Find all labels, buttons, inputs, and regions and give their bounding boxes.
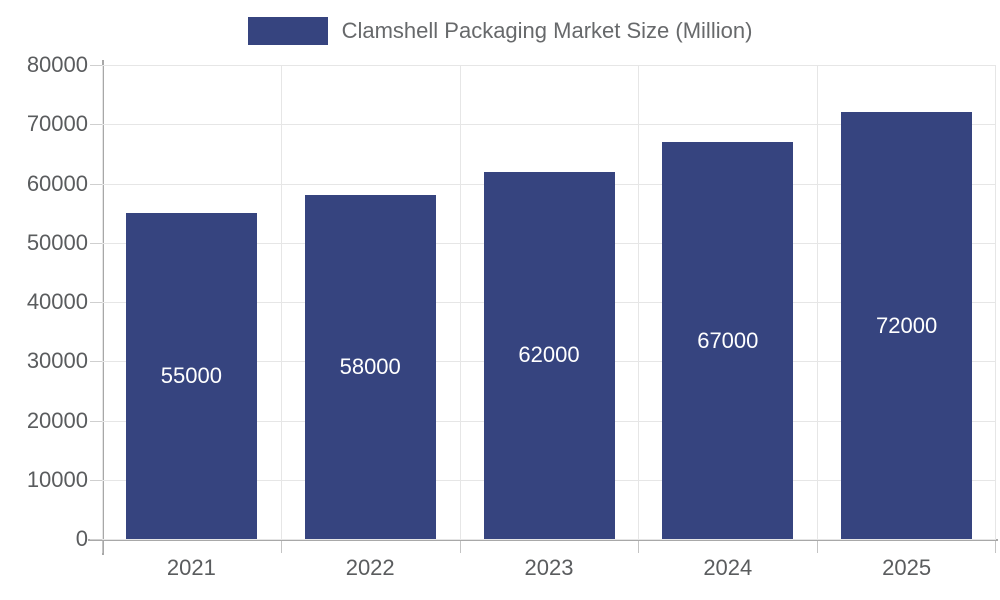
y-axis-tick-mark <box>90 539 102 540</box>
y-axis-tick-label: 40000 <box>26 289 88 314</box>
bar-value-label: 58000 <box>339 354 401 380</box>
y-axis-tick-mark <box>90 124 102 126</box>
legend-color-swatch-icon <box>247 17 328 45</box>
chart-legend: Clamshell Packaging Market Size (Million… <box>0 12 1000 50</box>
y-axis-tick-label: 10000 <box>26 466 88 492</box>
bar-2024[interactable]: 67000 <box>662 142 794 539</box>
x-axis-tick-mark <box>460 541 461 553</box>
y-axis-tick-label: 70000 <box>26 111 88 137</box>
x-axis-tick-label: 2024 <box>703 555 753 580</box>
x-axis-line <box>88 539 998 541</box>
x-axis-tick-mark <box>281 541 282 553</box>
gridline-vertical <box>281 65 282 539</box>
gridline-vertical <box>995 65 996 539</box>
bar-2022[interactable]: 58000 <box>304 195 436 539</box>
legend-item-clamshell-packaging-market-size[interactable]: Clamshell Packaging Market Size (Million… <box>247 17 753 45</box>
x-axis-tick-mark <box>102 541 103 553</box>
y-axis-line <box>102 60 104 555</box>
x-axis-tick-label: 2025 <box>882 555 932 580</box>
y-axis-tick-label: 60000 <box>26 170 88 196</box>
bar-value-label: 55000 <box>160 363 222 389</box>
gridline-horizontal <box>102 65 996 66</box>
bar-value-label: 62000 <box>518 342 580 368</box>
gridline-horizontal <box>102 124 996 126</box>
legend-item-label: Clamshell Packaging Market Size (Million… <box>341 18 753 43</box>
x-axis-tick-mark <box>817 541 818 553</box>
y-axis-tick-mark <box>90 242 102 244</box>
gridline-horizontal <box>102 539 996 540</box>
x-axis-tick-mark <box>995 541 996 553</box>
y-axis-tick-label: 20000 <box>26 407 88 433</box>
bar-2021[interactable]: 55000 <box>125 213 257 539</box>
bar-2025[interactable]: 72000 <box>841 112 973 539</box>
y-axis-tick-mark <box>90 65 102 66</box>
x-axis-tick-label: 2022 <box>345 555 395 580</box>
y-axis-tick-label: 80000 <box>26 52 88 77</box>
plot-area: 55000 58000 62000 67000 72000 <box>102 65 996 540</box>
x-axis-tick-label: 2023 <box>524 555 574 580</box>
y-axis-tick-label: 0 <box>75 526 88 551</box>
gridline-vertical <box>817 65 818 539</box>
bar-value-label: 67000 <box>697 327 759 353</box>
y-axis-tick-label: 50000 <box>26 229 88 255</box>
gridline-vertical <box>638 65 639 539</box>
y-axis-tick-mark <box>90 479 102 481</box>
y-axis-tick-label: 30000 <box>26 348 88 374</box>
y-axis-tick-mark <box>90 361 102 363</box>
bar-value-label: 72000 <box>876 312 938 338</box>
gridline-vertical <box>102 65 103 539</box>
x-axis-tick-label: 2021 <box>166 555 216 580</box>
bar-2023[interactable]: 62000 <box>483 171 615 539</box>
gridline-vertical <box>460 65 461 539</box>
y-axis-tick-mark <box>90 420 102 422</box>
x-axis-tick-mark <box>638 541 639 553</box>
y-axis-tick-mark <box>90 302 102 303</box>
y-axis-tick-mark <box>90 183 102 185</box>
